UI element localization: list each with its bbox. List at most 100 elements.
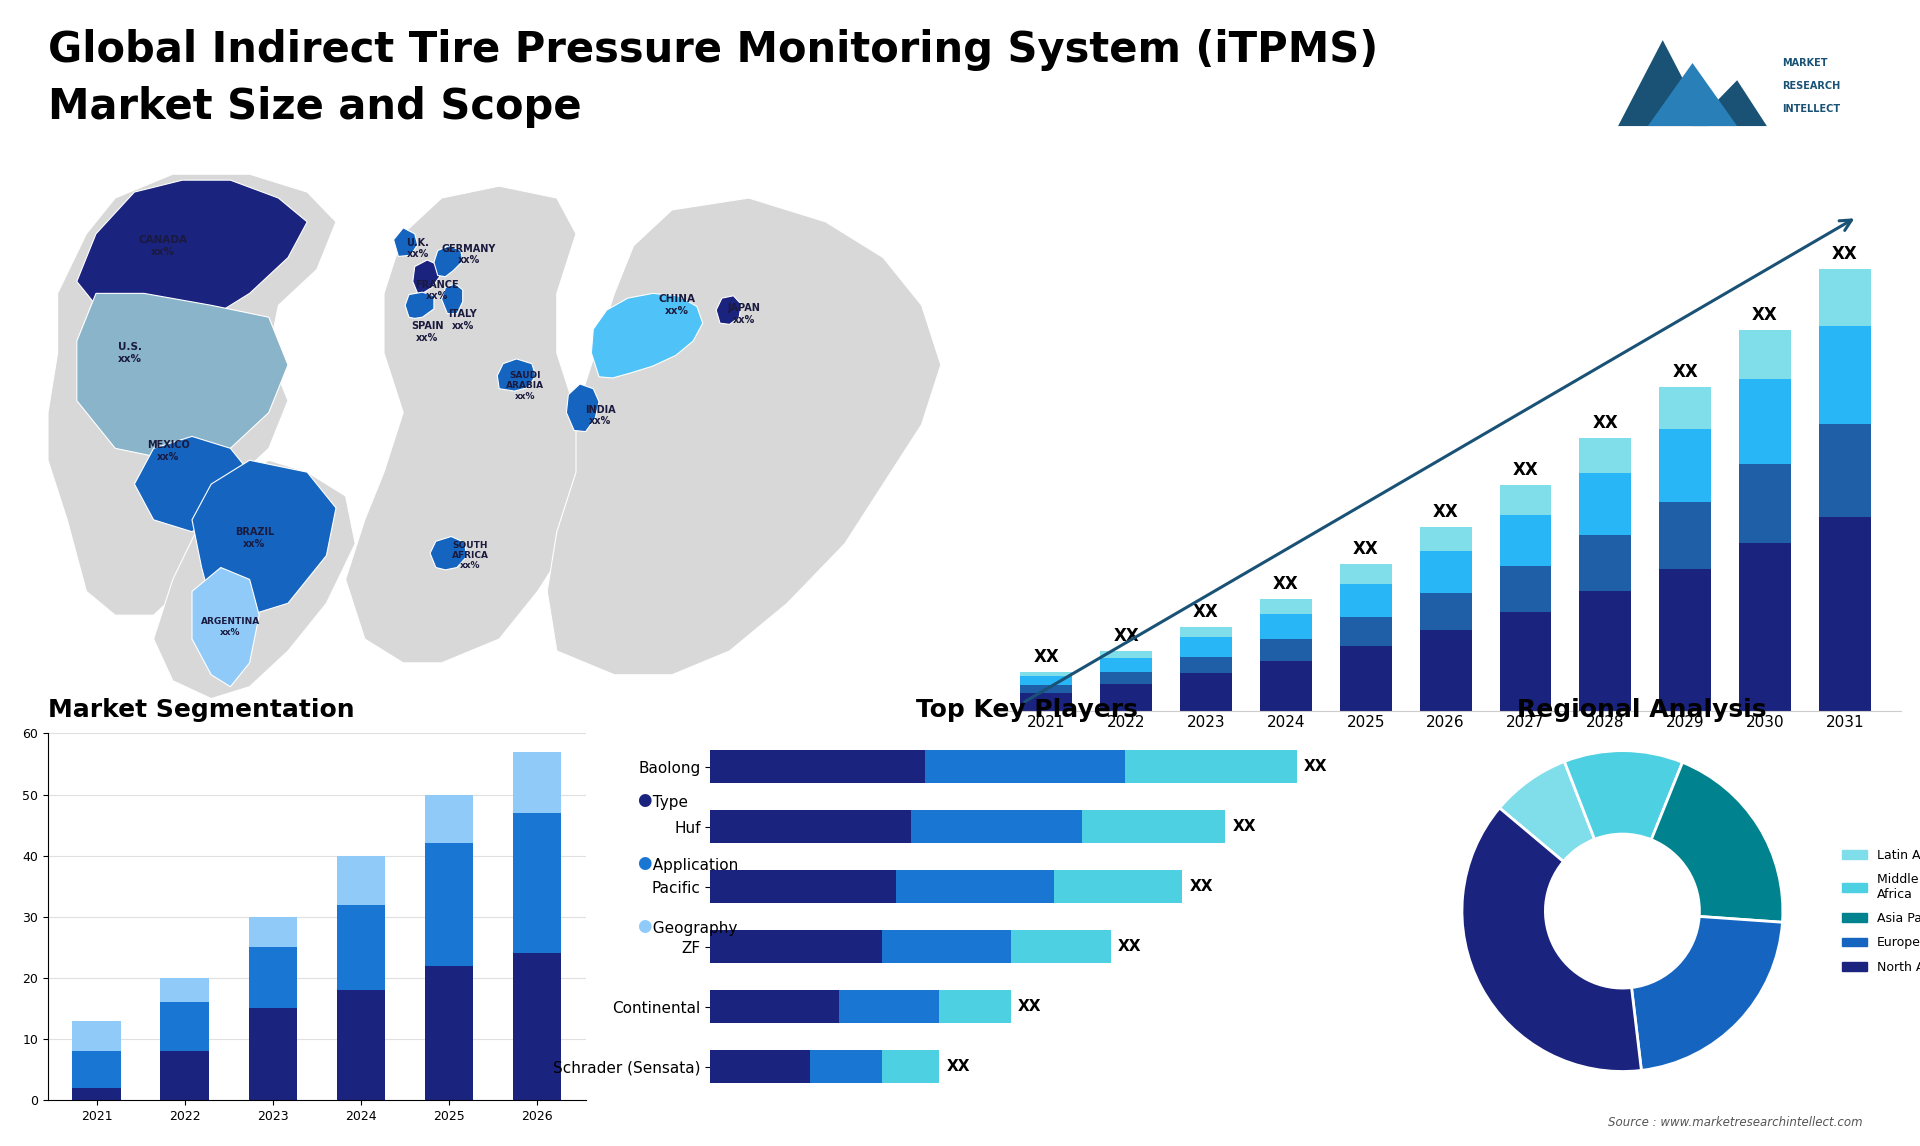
Bar bbox=[73, 1051, 121, 1088]
Bar bbox=[1260, 661, 1311, 711]
Bar bbox=[1260, 613, 1311, 639]
Text: SPAIN
xx%: SPAIN xx% bbox=[411, 321, 444, 343]
Bar bbox=[1818, 269, 1870, 325]
Polygon shape bbox=[192, 567, 259, 686]
Text: Global Indirect Tire Pressure Monitoring System (iTPMS): Global Indirect Tire Pressure Monitoring… bbox=[48, 29, 1379, 71]
Bar bbox=[161, 1003, 209, 1051]
Bar bbox=[424, 794, 472, 843]
Bar bbox=[73, 1021, 121, 1051]
Bar bbox=[1740, 464, 1791, 543]
Bar bbox=[513, 813, 561, 953]
Bar bbox=[1740, 543, 1791, 711]
Bar bbox=[161, 978, 209, 1003]
Text: FRANCE
xx%: FRANCE xx% bbox=[415, 280, 459, 301]
Bar bbox=[1100, 672, 1152, 684]
Polygon shape bbox=[1647, 63, 1738, 126]
Wedge shape bbox=[1651, 762, 1784, 923]
Bar bbox=[710, 751, 925, 783]
Text: MEXICO
xx%: MEXICO xx% bbox=[146, 440, 190, 462]
Text: XX: XX bbox=[1233, 819, 1256, 834]
Text: Geography: Geography bbox=[643, 920, 737, 936]
Polygon shape bbox=[566, 384, 599, 432]
Polygon shape bbox=[405, 292, 434, 319]
Bar bbox=[424, 843, 472, 966]
Bar bbox=[1260, 639, 1311, 661]
Bar bbox=[1500, 612, 1551, 711]
Text: SAUDI
ARABIA
xx%: SAUDI ARABIA xx% bbox=[507, 371, 543, 401]
Bar bbox=[1100, 658, 1152, 672]
Text: XX: XX bbox=[1513, 462, 1538, 479]
Text: XX: XX bbox=[1018, 999, 1041, 1014]
Bar bbox=[897, 870, 1054, 903]
Text: Regional Analysis: Regional Analysis bbox=[1517, 698, 1766, 722]
Text: JAPAN
xx%: JAPAN xx% bbox=[728, 304, 760, 325]
Polygon shape bbox=[716, 296, 741, 324]
Text: ●: ● bbox=[637, 791, 653, 809]
Bar bbox=[248, 917, 298, 948]
Text: SOUTH
AFRICA
xx%: SOUTH AFRICA xx% bbox=[451, 541, 490, 571]
Bar bbox=[1659, 502, 1711, 568]
Bar bbox=[810, 1051, 881, 1083]
Polygon shape bbox=[1619, 40, 1707, 126]
Text: XX: XX bbox=[1672, 363, 1697, 380]
Bar bbox=[336, 990, 386, 1100]
Bar bbox=[1419, 630, 1471, 711]
Polygon shape bbox=[591, 293, 703, 378]
Text: BRAZIL
xx%: BRAZIL xx% bbox=[234, 527, 275, 549]
Bar bbox=[1419, 527, 1471, 551]
Bar bbox=[910, 810, 1083, 843]
Text: INDIA
xx%: INDIA xx% bbox=[586, 405, 614, 426]
Polygon shape bbox=[192, 461, 336, 615]
Text: Type: Type bbox=[643, 794, 687, 810]
Bar bbox=[1740, 330, 1791, 379]
Bar bbox=[336, 856, 386, 904]
Bar bbox=[1818, 325, 1870, 424]
Polygon shape bbox=[48, 174, 336, 615]
Bar bbox=[1181, 657, 1233, 673]
Bar bbox=[925, 751, 1125, 783]
Polygon shape bbox=[394, 228, 417, 257]
Bar bbox=[248, 1008, 298, 1100]
Text: CANADA
xx%: CANADA xx% bbox=[138, 235, 188, 257]
Bar bbox=[1740, 379, 1791, 464]
Polygon shape bbox=[442, 284, 463, 314]
Bar bbox=[710, 931, 881, 964]
Bar bbox=[839, 990, 939, 1023]
Bar bbox=[710, 810, 910, 843]
Polygon shape bbox=[547, 198, 941, 675]
Bar bbox=[1260, 598, 1311, 613]
Text: ●: ● bbox=[637, 854, 653, 872]
Bar bbox=[1580, 534, 1632, 591]
Bar bbox=[881, 1051, 939, 1083]
Text: Top Key Players: Top Key Players bbox=[916, 698, 1139, 722]
Text: CHINA
xx%: CHINA xx% bbox=[659, 295, 695, 316]
Bar bbox=[1083, 810, 1225, 843]
Text: U.S.
xx%: U.S. xx% bbox=[117, 343, 142, 363]
Bar bbox=[1818, 424, 1870, 517]
Polygon shape bbox=[497, 359, 536, 391]
Bar bbox=[1181, 637, 1233, 657]
Bar bbox=[1500, 516, 1551, 566]
Text: INTELLECT: INTELLECT bbox=[1782, 104, 1839, 113]
Text: XX: XX bbox=[1114, 627, 1139, 645]
Bar bbox=[710, 870, 897, 903]
Bar bbox=[161, 1051, 209, 1100]
Bar bbox=[1659, 429, 1711, 502]
Bar bbox=[1818, 517, 1870, 711]
Bar bbox=[1100, 684, 1152, 711]
Bar bbox=[248, 948, 298, 1008]
Text: XX: XX bbox=[1432, 503, 1459, 521]
Bar bbox=[1020, 692, 1071, 711]
Bar bbox=[1419, 592, 1471, 630]
Bar bbox=[336, 904, 386, 990]
Text: Market Size and Scope: Market Size and Scope bbox=[48, 86, 582, 128]
Bar bbox=[710, 1051, 810, 1083]
Bar bbox=[1659, 568, 1711, 711]
Text: Application: Application bbox=[643, 857, 739, 873]
Text: GERMANY
xx%: GERMANY xx% bbox=[442, 244, 495, 266]
Text: Market Segmentation: Market Segmentation bbox=[48, 698, 355, 722]
Bar bbox=[1500, 566, 1551, 612]
Bar bbox=[1340, 617, 1392, 646]
Bar bbox=[1054, 870, 1183, 903]
Bar bbox=[513, 752, 561, 813]
